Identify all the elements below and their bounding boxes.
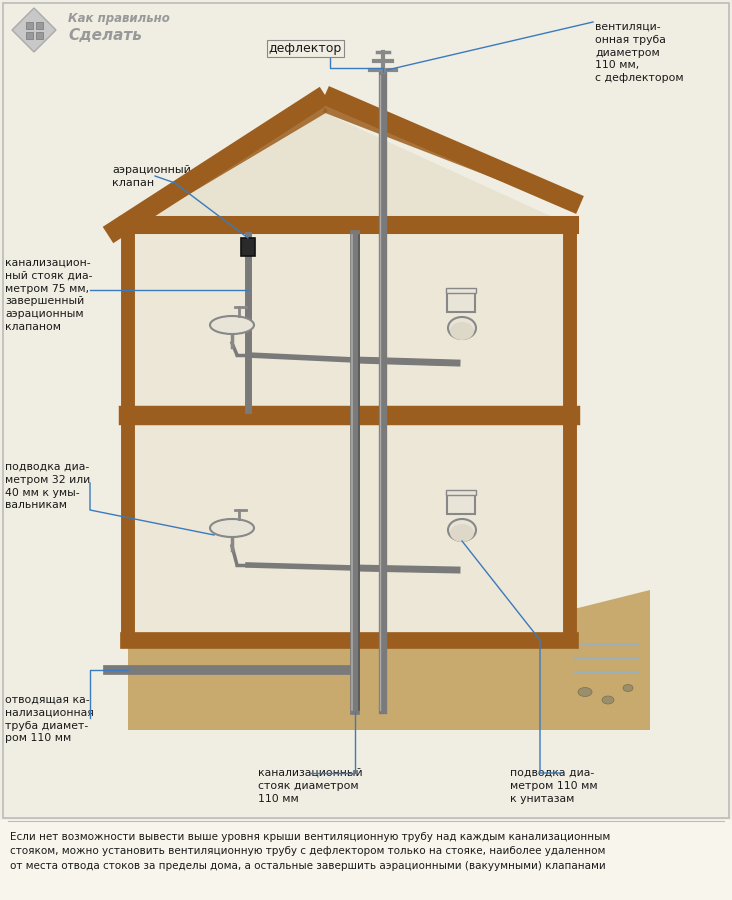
Text: канализационный
стояк диаметром
110 мм: канализационный стояк диаметром 110 мм bbox=[258, 768, 362, 804]
Bar bbox=[447, 290, 475, 312]
Bar bbox=[26, 32, 33, 39]
Bar bbox=[36, 22, 43, 29]
Ellipse shape bbox=[578, 688, 592, 697]
Ellipse shape bbox=[448, 519, 476, 541]
Bar bbox=[26, 22, 33, 29]
Text: Если нет возможности вывести выше уровня крыши вентиляционную трубу над каждым к: Если нет возможности вывести выше уровня… bbox=[10, 832, 610, 871]
Bar bbox=[447, 492, 475, 514]
Ellipse shape bbox=[450, 322, 474, 340]
Bar bbox=[36, 32, 43, 39]
Text: вентиляци-
онная труба
диаметром
110 мм,
с дефлектором: вентиляци- онная труба диаметром 110 мм,… bbox=[595, 22, 684, 83]
Bar bbox=[128, 415, 570, 640]
Bar bbox=[241, 238, 255, 256]
Bar bbox=[0, 820, 732, 900]
Polygon shape bbox=[12, 8, 56, 52]
Text: канализацион-
ный стояк диа-
метром 75 мм,
завершенный
аэрационным
клапаном: канализацион- ный стояк диа- метром 75 м… bbox=[5, 258, 92, 332]
Text: подводка диа-
метром 32 или
40 мм к умы-
вальникам: подводка диа- метром 32 или 40 мм к умы-… bbox=[5, 462, 90, 510]
Bar bbox=[446, 490, 476, 495]
Text: аэрационный
клапан: аэрационный клапан bbox=[112, 165, 191, 188]
Ellipse shape bbox=[602, 696, 614, 704]
Ellipse shape bbox=[210, 519, 254, 537]
Ellipse shape bbox=[210, 316, 254, 334]
Ellipse shape bbox=[450, 524, 474, 542]
Bar bbox=[128, 225, 570, 415]
Polygon shape bbox=[570, 590, 650, 730]
Ellipse shape bbox=[448, 317, 476, 339]
Polygon shape bbox=[128, 113, 570, 225]
Text: подводка диа-
метром 110 мм
к унитазам: подводка диа- метром 110 мм к унитазам bbox=[510, 768, 597, 804]
Text: отводящая ка-
нализационная
труба диамет-
ром 110 мм: отводящая ка- нализационная труба диамет… bbox=[5, 695, 94, 743]
Ellipse shape bbox=[623, 685, 633, 691]
Text: Как правильно: Как правильно bbox=[68, 12, 170, 25]
Bar bbox=[128, 640, 630, 730]
Text: Сделать: Сделать bbox=[68, 28, 142, 43]
Text: дефлектор: дефлектор bbox=[269, 42, 342, 55]
Bar bbox=[446, 288, 476, 293]
